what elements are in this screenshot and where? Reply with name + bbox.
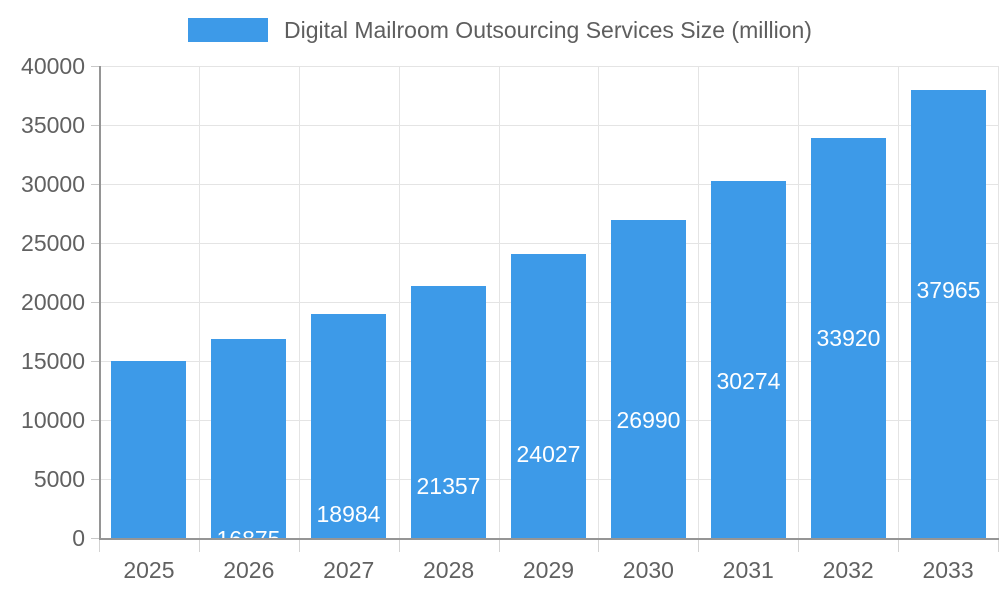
bar[interactable] [211, 339, 286, 538]
chart-legend: Digital Mailroom Outsourcing Services Si… [0, 14, 1000, 46]
x-axis-tick-mark [798, 540, 799, 552]
y-axis-tick-mark [91, 66, 99, 67]
y-axis-tick-mark [91, 538, 99, 539]
x-axis-tick-mark [998, 540, 999, 552]
x-axis-tick-mark [99, 540, 100, 552]
y-axis-tick-mark [91, 361, 99, 362]
y-axis-line [99, 66, 101, 539]
y-axis-tick-mark [91, 420, 99, 421]
y-axis-tick-label: 15000 [21, 348, 85, 374]
y-axis-tick-label: 10000 [21, 407, 85, 433]
x-axis-tick-label: 2033 [922, 557, 974, 583]
bar-value-label: 21357 [416, 473, 481, 499]
x-axis-line [99, 538, 999, 540]
legend-label: Digital Mailroom Outsourcing Services Si… [284, 16, 812, 43]
y-axis-tick-label: 25000 [21, 230, 85, 256]
y-axis-tick-mark [91, 184, 99, 185]
bar-value-label: 26990 [616, 407, 681, 433]
plot-area: 15000 16875 18984 21357 24027 26990 30274 33920… [99, 66, 999, 573]
bar[interactable] [311, 314, 386, 538]
x-axis-tick-mark [299, 540, 300, 552]
bar-value-label: 15000 [116, 548, 181, 574]
y-axis-tick-label: 40000 [21, 53, 85, 79]
gridline-horizontal [99, 66, 998, 67]
x-axis-tick-label: 2032 [822, 557, 874, 583]
gridline-horizontal [99, 125, 998, 126]
gridline-vertical [998, 66, 999, 538]
gridline-vertical [598, 66, 599, 538]
y-axis-tick-label: 35000 [21, 112, 85, 138]
y-axis-tick-label: 30000 [21, 171, 85, 197]
gridline-horizontal [99, 243, 998, 244]
x-axis-tick-label: 2028 [423, 557, 475, 583]
gridline-vertical [898, 66, 899, 538]
bar-value-label: 24027 [516, 441, 581, 467]
gridline-vertical [199, 66, 200, 538]
x-axis-tick-label: 2025 [123, 557, 175, 583]
bar[interactable] [811, 138, 886, 538]
gridline-vertical [798, 66, 799, 538]
gridline-vertical [499, 66, 500, 538]
x-axis-tick-mark [598, 540, 599, 552]
y-axis-tick-mark [91, 125, 99, 126]
x-axis-tick-mark [698, 540, 699, 552]
x-axis-tick-mark [399, 540, 400, 552]
bar-value-label: 37965 [916, 277, 981, 303]
bar[interactable] [111, 361, 186, 538]
bar[interactable] [711, 181, 786, 538]
bar[interactable] [511, 254, 586, 538]
gridline-vertical [299, 66, 300, 538]
gridline-horizontal [99, 184, 998, 185]
x-axis-tick-label: 2027 [323, 557, 375, 583]
x-axis-tick-label: 2026 [223, 557, 275, 583]
bar-value-label: 30274 [716, 368, 781, 394]
gridline-vertical [399, 66, 400, 538]
bar[interactable] [911, 90, 986, 538]
x-axis-tick-mark [499, 540, 500, 552]
gridline-vertical [698, 66, 699, 538]
bar-value-label: 18984 [316, 501, 381, 527]
x-axis-tick-label: 2029 [522, 557, 575, 583]
x-axis-tick-label: 2031 [722, 557, 774, 583]
x-axis-tick-label: 2030 [622, 557, 674, 583]
bar-value-label: 33920 [816, 325, 881, 351]
y-axis-tick-mark [91, 302, 99, 303]
x-axis-tick-mark [199, 540, 200, 552]
y-axis-tick-label: 5000 [33, 466, 85, 492]
y-axis-tick-mark [91, 479, 99, 480]
bar[interactable] [611, 220, 686, 538]
legend-color-swatch [188, 18, 269, 42]
bar[interactable] [411, 286, 486, 538]
y-axis-tick-label: 0 [72, 525, 85, 551]
y-axis-tick-label: 20000 [21, 289, 85, 315]
y-axis-tick-mark [91, 243, 99, 244]
x-axis-tick-mark [898, 540, 899, 552]
